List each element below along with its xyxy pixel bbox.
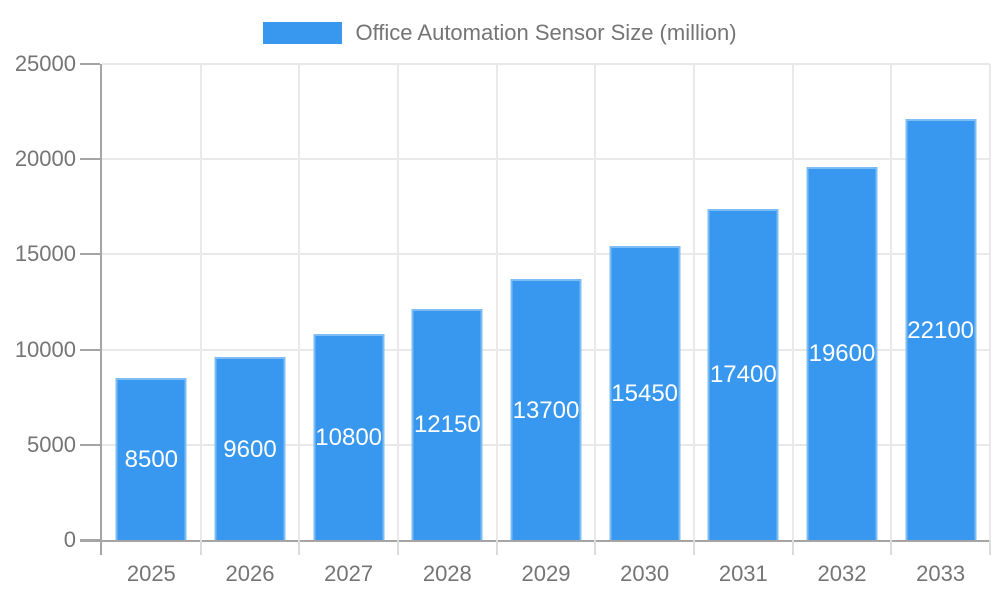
x-axis-label: 2033 [916,561,966,586]
x-axis-tick [791,540,794,555]
x-axis-label: 2026 [225,561,275,586]
bar-value-label: 19600 [808,340,876,368]
legend[interactable]: Office Automation Sensor Size (million) [0,20,1000,46]
bar-value-label: 17400 [709,361,777,389]
x-axis-label: 2032 [817,561,867,586]
x-axis-line [80,540,990,542]
gridline-vertical [791,64,794,540]
bar-2033[interactable]: 22100 [905,119,977,540]
y-axis-label: 5000 [27,431,76,457]
bar-2029[interactable]: 13700 [510,279,582,540]
y-axis-tick [80,539,100,541]
bar-value-label: 9600 [223,435,277,463]
x-axis-tick [298,540,301,555]
category-slot-2031: 17400 2031 [694,64,793,586]
category-slot-2028: 12150 2028 [398,64,497,586]
y-axis-label: 20000 [14,146,76,172]
gridline-vertical [396,64,399,540]
category-slot-2030: 15450 2030 [595,64,694,586]
y-axis-label: 10000 [14,336,76,362]
x-axis-tick [594,540,597,555]
x-axis-tick [199,540,202,555]
gridline-vertical [199,64,202,540]
category-slot-2033: 22100 2033 [891,64,990,586]
bar-value-label: 15450 [611,379,679,407]
gridline-vertical [692,64,695,540]
x-axis-tick [890,540,893,555]
bar-value-label: 13700 [512,396,580,424]
x-axis-label: 2027 [324,561,374,586]
y-axis-tick [80,348,100,351]
category-slot-2025: 8500 2025 [102,64,201,586]
gridline-vertical [989,64,991,540]
x-axis-tick [692,540,695,555]
x-axis-label: 2030 [620,561,670,586]
bar-2032[interactable]: 19600 [806,166,878,540]
x-axis-tick [396,540,399,555]
bar-2027[interactable]: 10800 [313,334,385,540]
bar-2030[interactable]: 15450 [609,245,681,540]
x-axis-label: 2025 [126,561,176,586]
x-axis-tick [989,540,991,555]
y-axis-tick [80,63,100,65]
y-axis-label: 25000 [14,51,76,76]
bar-2025[interactable]: 8500 [115,378,187,540]
plot-area: 0 5000 10000 15000 20000 25000 8500 2025 9600 202… [15,51,991,586]
bar-value-label: 22100 [907,316,975,344]
x-axis-label: 2028 [422,561,472,586]
y-axis-label: 15000 [14,241,76,267]
y-axis-tick [80,443,100,446]
bar-value-label: 12150 [413,411,481,439]
gridline-horizontal [102,63,990,65]
gridline-vertical [594,64,597,540]
category-slot-2026: 9600 2026 [201,64,300,586]
y-axis-label: 0 [63,527,76,552]
x-axis-label: 2029 [521,561,571,586]
bar-2031[interactable]: 17400 [707,208,779,540]
category-slot-2029: 13700 2029 [497,64,596,586]
y-axis-tick [80,253,100,256]
x-axis-label: 2031 [718,561,768,586]
gridline-vertical [298,64,301,540]
bar-value-label: 8500 [124,446,179,474]
bar-2028[interactable]: 12150 [411,308,483,540]
legend-swatch-icon [263,22,343,44]
category-slot-2027: 10800 2027 [299,64,398,586]
bar-value-label: 10800 [315,424,383,452]
y-axis-line [100,64,102,555]
category-slot-2032: 19600 2032 [793,64,892,586]
legend-label: Office Automation Sensor Size (million) [355,20,737,45]
gridline-horizontal [102,158,990,161]
bar-2026[interactable]: 9600 [214,357,286,540]
y-axis-tick [80,158,100,161]
gridline-vertical [890,64,893,540]
x-axis-tick [495,540,498,555]
gridline-horizontal [102,253,990,256]
gridline-vertical [495,64,498,540]
